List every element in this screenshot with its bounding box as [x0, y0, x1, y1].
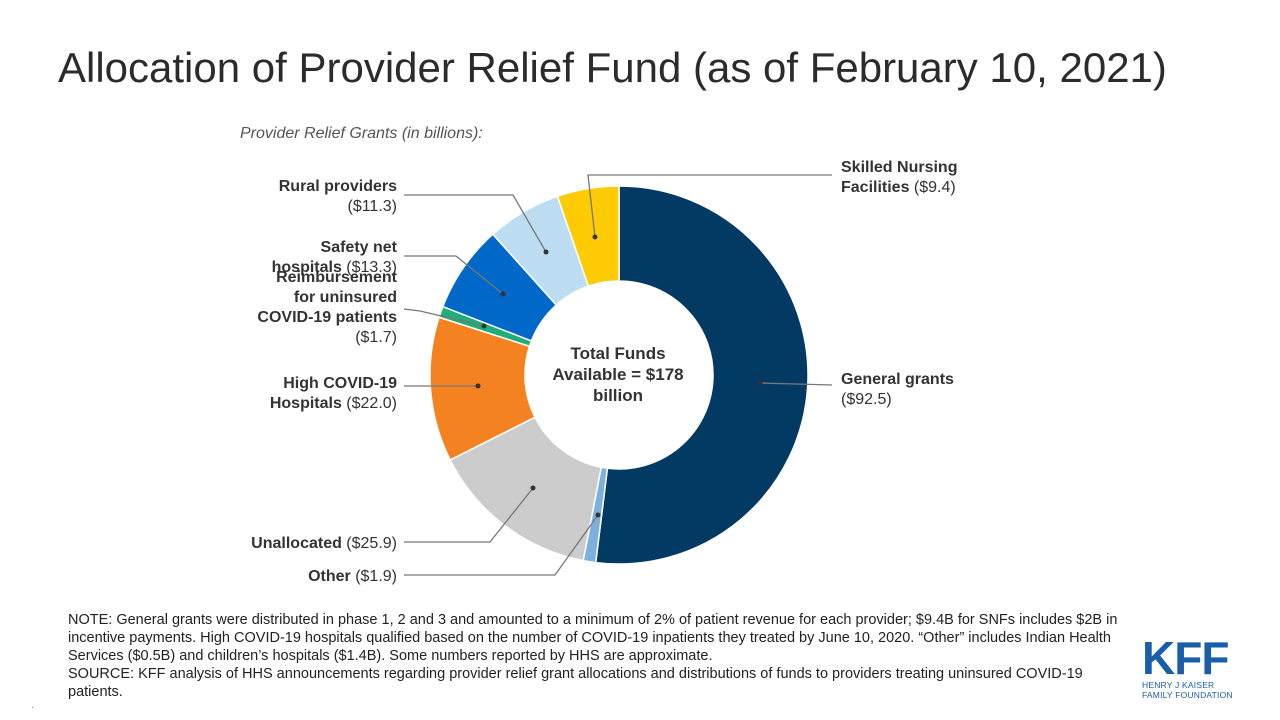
slice-label: Skilled Nursing Facilities ($9.4) [841, 159, 957, 196]
leader-line [403, 308, 485, 327]
footnote: NOTE: General grants were distributed in… [68, 611, 1128, 701]
donut-chart: General grants ($92.5) Other ($1.9) Unalloc… [251, 159, 957, 585]
slice-skilled-nursing-facilities [556, 185, 620, 288]
leader-dot [481, 323, 487, 329]
center-label: Total Funds Available = $178 billion [552, 344, 683, 405]
leader-line [404, 514, 599, 576]
logo-mark: KFF [1142, 632, 1229, 684]
logo-line-2: FAMILY FOUNDATION [1142, 690, 1233, 700]
leader-dot [592, 234, 598, 240]
leader-dot [595, 512, 601, 518]
slice-label: Rural providers ($11.3) [279, 178, 397, 215]
leader-dot [500, 291, 506, 297]
leader-line [759, 382, 833, 386]
slice-label: General grants ($92.5) [841, 371, 954, 408]
leader-lines-group [403, 174, 833, 576]
slice-label: Reimbursement for uninsured COVID-19 patie… [257, 269, 397, 346]
leader-dot [543, 249, 549, 255]
footer-mark: . [31, 700, 34, 711]
leader-dot [475, 383, 481, 389]
leader-line [404, 255, 504, 295]
slice-unallocated [449, 416, 603, 562]
leader-line [404, 487, 534, 543]
page-title: Allocation of Provider Relief Fund (as o… [58, 44, 1167, 91]
chart-subtitle: Provider Relief Grants (in billions): [240, 125, 483, 142]
logo-line-1: HENRY J KAISER [1142, 680, 1215, 690]
slice-label: Other ($1.9) [308, 568, 397, 585]
note-text: NOTE: General grants were distributed in… [68, 612, 1118, 664]
kff-logo: KFF HENRY J KAISER FAMILY FOUNDATION [1142, 632, 1242, 700]
center-text: Total Funds Available = $178 billion [552, 344, 683, 405]
leader-line [404, 194, 547, 253]
slice-label: Safety net hospitals ($13.3) [272, 239, 398, 276]
slice-label: Unallocated ($25.9) [251, 535, 397, 552]
leader-line [587, 174, 832, 238]
labels-group: General grants ($92.5) Other ($1.9) Unalloc… [251, 159, 957, 585]
slice-label: High COVID-19 Hospitals ($22.0) [270, 375, 397, 412]
slice-general-grants [594, 185, 809, 565]
source-text: SOURCE: KFF analysis of HHS announcement… [68, 666, 1083, 700]
slices-group [429, 185, 809, 565]
leader-dot [757, 380, 763, 386]
leader-dot [530, 485, 536, 491]
